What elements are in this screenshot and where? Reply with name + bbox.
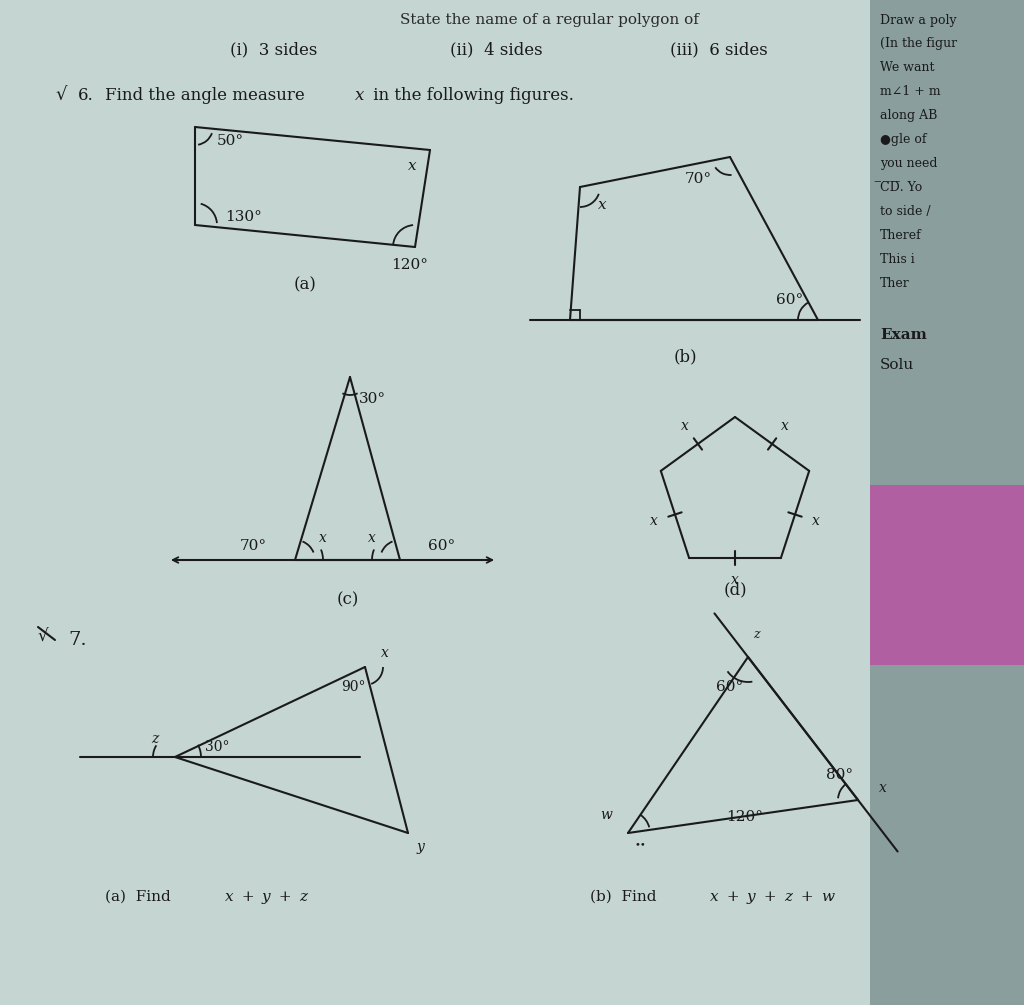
- Text: to side /: to side /: [880, 204, 931, 217]
- Text: z: z: [152, 732, 159, 746]
- Text: 120°: 120°: [726, 810, 764, 824]
- Text: Solu: Solu: [880, 358, 914, 372]
- Text: x: x: [812, 515, 820, 529]
- Text: 90°: 90°: [341, 680, 366, 694]
- Text: √: √: [38, 628, 48, 645]
- Text: (d): (d): [723, 582, 746, 599]
- Text: 60°: 60°: [428, 539, 456, 553]
- Text: Exam: Exam: [880, 328, 927, 342]
- Text: (a)  Find: (a) Find: [105, 890, 176, 905]
- Text: Find the angle measure: Find the angle measure: [105, 86, 310, 104]
- Text: ̅C̅D̅. Yo: ̅C̅D̅. Yo: [880, 181, 923, 194]
- Text: (In the figur: (In the figur: [880, 36, 957, 49]
- Text: x: x: [598, 198, 606, 212]
- Text: y: y: [416, 840, 424, 854]
- Text: x: x: [731, 573, 739, 587]
- Text: z: z: [299, 890, 307, 905]
- Text: (i)  3 sides: (i) 3 sides: [230, 41, 317, 58]
- Text: Draw a poly: Draw a poly: [880, 13, 956, 26]
- Bar: [0, 0, 870, 1005]
- Bar: [870, 0, 1024, 1005]
- Text: +: +: [796, 890, 818, 905]
- Text: along AB: along AB: [880, 109, 937, 122]
- Text: x: x: [381, 646, 389, 660]
- Text: x: x: [225, 890, 233, 905]
- Text: +: +: [759, 890, 781, 905]
- Text: x: x: [710, 890, 719, 905]
- Text: x: x: [355, 86, 365, 104]
- Text: (b)  Find: (b) Find: [590, 890, 662, 905]
- Text: w: w: [600, 808, 612, 822]
- Text: 130°: 130°: [225, 210, 262, 224]
- Text: 70°: 70°: [684, 172, 712, 186]
- Text: 60°: 60°: [717, 680, 743, 694]
- Text: √: √: [55, 86, 67, 104]
- Text: (a): (a): [294, 276, 316, 293]
- Text: +: +: [237, 890, 259, 905]
- Text: y: y: [262, 890, 270, 905]
- Text: 50°: 50°: [217, 134, 244, 148]
- Text: 120°: 120°: [391, 258, 428, 272]
- Text: ●gle of: ●gle of: [880, 133, 927, 146]
- Text: m∠1 + m: m∠1 + m: [880, 84, 941, 97]
- Text: x: x: [879, 781, 887, 795]
- Text: x: x: [650, 515, 658, 529]
- Text: x: x: [681, 419, 689, 433]
- Text: This i: This i: [880, 252, 914, 265]
- Text: We want: We want: [880, 60, 935, 73]
- Text: x: x: [781, 419, 788, 433]
- Text: (iii)  6 sides: (iii) 6 sides: [670, 41, 768, 58]
- Text: Ther: Ther: [880, 276, 909, 289]
- Text: 60°: 60°: [776, 293, 804, 307]
- Text: +: +: [722, 890, 744, 905]
- Text: 7.: 7.: [68, 631, 87, 649]
- Text: 80°: 80°: [826, 768, 854, 782]
- Text: Theref: Theref: [880, 228, 922, 241]
- Text: x: x: [368, 531, 376, 545]
- Text: ••: ••: [634, 840, 646, 849]
- Text: +: +: [274, 890, 297, 905]
- Text: z: z: [784, 890, 792, 905]
- Text: (c): (c): [337, 592, 359, 608]
- Text: (ii)  4 sides: (ii) 4 sides: [450, 41, 543, 58]
- Text: 70°: 70°: [240, 539, 266, 553]
- Text: z: z: [753, 628, 760, 641]
- Text: (b): (b): [673, 349, 696, 366]
- Text: in the following figures.: in the following figures.: [368, 86, 573, 104]
- Text: w: w: [821, 890, 834, 905]
- Text: 30°: 30°: [358, 392, 386, 406]
- Text: x: x: [319, 531, 327, 545]
- Text: State the name of a regular polygon of: State the name of a regular polygon of: [400, 13, 698, 27]
- Text: 30°: 30°: [205, 740, 229, 754]
- Bar: [870, 485, 1024, 665]
- Text: y: y: [746, 890, 756, 905]
- Text: 6.: 6.: [78, 86, 94, 104]
- Text: you need: you need: [880, 157, 938, 170]
- Text: x: x: [408, 159, 417, 173]
